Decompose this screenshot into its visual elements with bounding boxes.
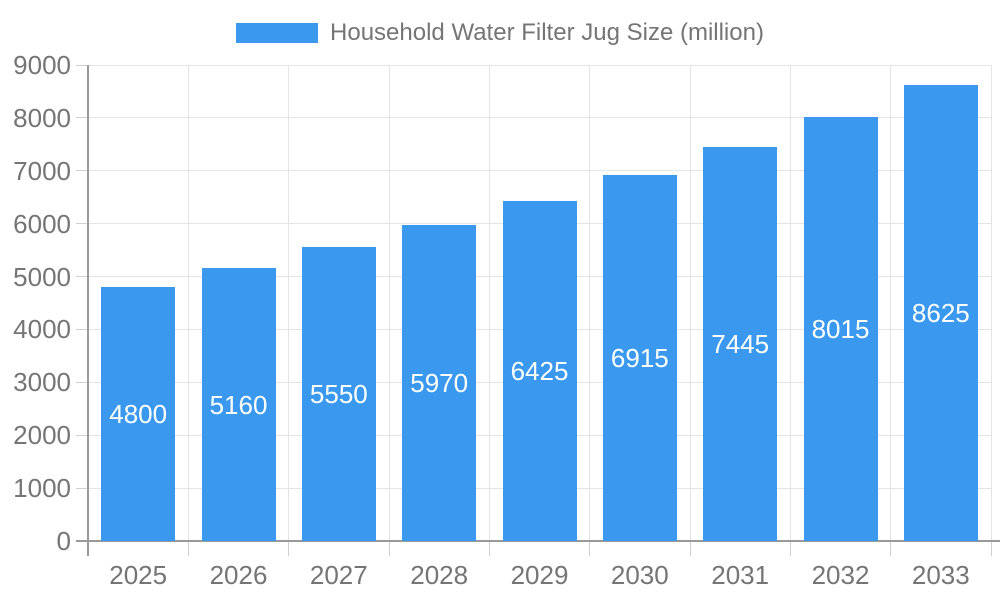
bar — [101, 287, 176, 541]
y-tick — [76, 223, 88, 225]
y-gridline — [88, 170, 991, 172]
x-tick — [488, 541, 490, 556]
y-tick — [76, 328, 88, 330]
legend-swatch — [236, 23, 319, 43]
x-gridline — [689, 65, 691, 541]
bar — [402, 225, 477, 541]
x-tick — [288, 541, 290, 556]
bar-value-label: 6915 — [610, 343, 669, 374]
x-gridline — [589, 65, 591, 541]
y-tick — [76, 117, 88, 119]
x-tick-label: 2026 — [209, 560, 268, 590]
bar-value-label: 5550 — [309, 379, 368, 410]
y-tick — [76, 434, 88, 436]
x-tick-label: 2027 — [309, 560, 368, 590]
y-tick-label: 7000 — [13, 155, 71, 186]
bar — [602, 175, 677, 541]
x-gridline — [488, 65, 490, 541]
y-tick — [76, 487, 88, 489]
x-tick-label: 2030 — [610, 560, 669, 590]
x-gridline — [187, 65, 189, 541]
bar-value-label: 8625 — [911, 297, 970, 328]
x-tick — [388, 541, 390, 556]
bar — [803, 117, 878, 541]
y-tick-label: 4000 — [13, 314, 71, 345]
x-tick-label: 2032 — [811, 560, 870, 590]
x-tick — [890, 541, 892, 556]
bar — [201, 268, 276, 541]
bar-value-label: 5970 — [410, 368, 469, 399]
x-gridline — [288, 65, 290, 541]
y-gridline — [88, 64, 991, 66]
y-tick — [76, 381, 88, 383]
y-tick-label: 3000 — [13, 367, 71, 398]
y-tick — [76, 276, 88, 278]
y-gridline — [88, 117, 991, 119]
x-tick-label: 2033 — [911, 560, 970, 590]
x-tick — [789, 541, 791, 556]
x-tick-label: 2025 — [109, 560, 168, 590]
x-gridline — [388, 65, 390, 541]
y-tick-label: 6000 — [13, 208, 71, 239]
bar — [703, 147, 778, 541]
bar-value-label: 5160 — [209, 389, 268, 420]
y-tick-label: 1000 — [13, 473, 71, 504]
y-tick-label: 8000 — [13, 102, 71, 133]
bar-value-label: 4800 — [109, 399, 168, 430]
legend-item[interactable]: Household Water Filter Jug Size (million… — [0, 18, 1000, 48]
x-tick-label: 2031 — [711, 560, 770, 590]
x-axis-line — [76, 540, 1000, 542]
legend-label: Household Water Filter Jug Size (million… — [330, 19, 764, 46]
y-tick — [76, 170, 88, 172]
y-tick — [76, 64, 88, 66]
x-gridline — [890, 65, 892, 541]
x-gridline — [990, 65, 992, 541]
x-tick-label: 2028 — [410, 560, 469, 590]
x-tick — [589, 541, 591, 556]
bar-value-label: 8015 — [811, 314, 870, 345]
bar-value-label: 6425 — [510, 356, 569, 387]
y-tick-label: 9000 — [13, 50, 71, 80]
x-tick — [187, 541, 189, 556]
bar — [502, 201, 577, 541]
y-tick-label: 5000 — [13, 261, 71, 292]
y-tick-label: 0 — [56, 526, 71, 556]
x-tick — [990, 541, 992, 556]
y-tick-label: 2000 — [13, 420, 71, 451]
x-tick — [689, 541, 691, 556]
x-tick-label: 2029 — [510, 560, 569, 590]
bar — [903, 84, 978, 541]
x-gridline — [789, 65, 791, 541]
bar — [301, 247, 376, 541]
y-axis-line — [87, 65, 89, 556]
bar-value-label: 7445 — [711, 329, 770, 360]
